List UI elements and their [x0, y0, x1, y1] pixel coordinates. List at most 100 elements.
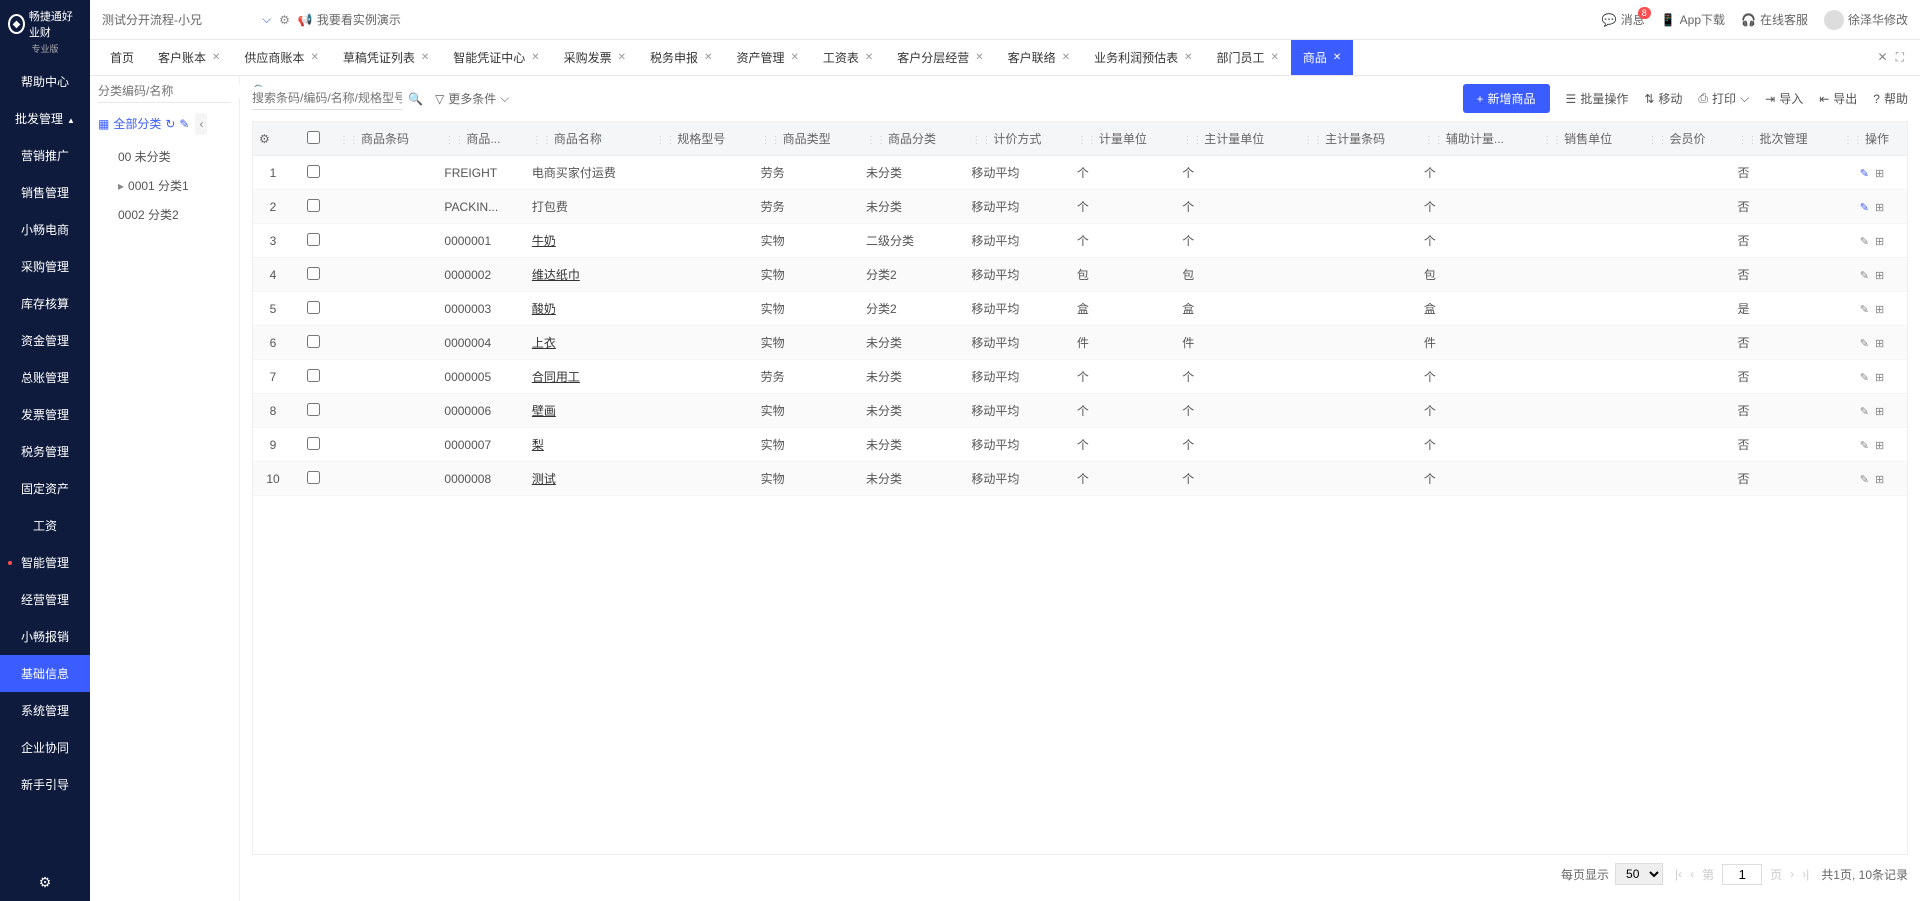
prev-page-icon[interactable]: ‹: [1690, 867, 1694, 881]
row-checkbox[interactable]: [307, 403, 320, 416]
first-page-icon[interactable]: |‹: [1675, 867, 1682, 881]
col-header-13[interactable]: ⋮⋮批次管理: [1732, 122, 1837, 156]
more-icon[interactable]: ⊞: [1875, 304, 1884, 316]
tab-close-icon[interactable]: ✕: [790, 52, 798, 63]
category-node-1[interactable]: 0001 分类1: [98, 171, 231, 200]
edit-icon[interactable]: ✎: [1860, 168, 1869, 180]
print-button[interactable]: ⎙ 打印 ⌵: [1698, 90, 1749, 107]
edit-icon[interactable]: ✎: [1860, 202, 1869, 214]
more-icon[interactable]: ⊞: [1875, 270, 1884, 282]
col-header-6[interactable]: ⋮⋮计价方式: [965, 122, 1070, 156]
more-icon[interactable]: ⊞: [1875, 236, 1884, 248]
nav-item-13[interactable]: 智能管理: [0, 544, 90, 581]
nav-item-15[interactable]: 小畅报销: [0, 618, 90, 655]
col-header-9[interactable]: ⋮⋮主计量条码: [1297, 122, 1418, 156]
flow-selector[interactable]: 测试分开流程-小兄 ⌵: [102, 11, 271, 28]
last-page-icon[interactable]: ›|: [1802, 867, 1809, 881]
more-icon[interactable]: ⊞: [1875, 338, 1884, 350]
more-icon[interactable]: ⊞: [1875, 372, 1884, 384]
tab-7[interactable]: 资产管理✕: [724, 40, 810, 75]
next-page-icon[interactable]: ›: [1790, 867, 1794, 881]
col-header-10[interactable]: ⋮⋮辅助计量...: [1418, 122, 1536, 156]
nav-item-19[interactable]: 新手引导: [0, 766, 90, 803]
cell-name[interactable]: 壁画: [526, 394, 649, 428]
more-icon[interactable]: ⊞: [1875, 202, 1884, 214]
nav-item-17[interactable]: 系统管理: [0, 692, 90, 729]
search-icon[interactable]: 🔍: [408, 92, 423, 106]
nav-item-10[interactable]: 税务管理: [0, 433, 90, 470]
nav-item-14[interactable]: 经营管理: [0, 581, 90, 618]
more-icon[interactable]: ⊞: [1875, 168, 1884, 180]
nav-item-18[interactable]: 企业协同: [0, 729, 90, 766]
cell-name[interactable]: 维达纸巾: [526, 258, 649, 292]
tab-9[interactable]: 客户分层经营✕: [885, 40, 995, 75]
row-checkbox[interactable]: [307, 199, 320, 212]
category-node-0[interactable]: 00 未分类: [98, 142, 231, 171]
tab-1[interactable]: 客户账本✕: [146, 40, 232, 75]
messages-button[interactable]: 💬 消息 8: [1602, 11, 1645, 28]
row-checkbox[interactable]: [307, 369, 320, 382]
row-checkbox[interactable]: [307, 335, 320, 348]
nav-item-2[interactable]: 营销推广: [0, 137, 90, 174]
tab-close-icon[interactable]: ✕: [1333, 52, 1341, 63]
tab-12[interactable]: 部门员工✕: [1204, 40, 1290, 75]
col-header-3[interactable]: ⋮⋮规格型号: [649, 122, 754, 156]
row-checkbox[interactable]: [307, 471, 320, 484]
category-search-input[interactable]: [98, 84, 253, 98]
row-checkbox[interactable]: [307, 165, 320, 178]
col-header-11[interactable]: ⋮⋮销售单位: [1536, 122, 1641, 156]
edit-icon[interactable]: ✎: [1860, 440, 1869, 452]
row-checkbox[interactable]: [307, 301, 320, 314]
close-tab-icon[interactable]: ✕: [1878, 50, 1888, 65]
edit-category-icon[interactable]: ✎: [179, 117, 189, 131]
nav-item-5[interactable]: 采购管理: [0, 248, 90, 285]
settings-icon[interactable]: ⚙: [0, 864, 90, 901]
category-all[interactable]: ▦ 全部分类 ↻ ✎: [98, 111, 189, 136]
cell-name[interactable]: 合同用工: [526, 360, 649, 394]
tab-close-icon[interactable]: ✕: [1184, 52, 1192, 63]
edit-icon[interactable]: ✎: [1860, 304, 1869, 316]
col-header-12[interactable]: ⋮⋮会员价: [1642, 122, 1732, 156]
tab-close-icon[interactable]: ✕: [1062, 52, 1070, 63]
col-header-5[interactable]: ⋮⋮商品分类: [860, 122, 965, 156]
tab-8[interactable]: 工资表✕: [811, 40, 885, 75]
demo-link[interactable]: 📢 我要看实例演示: [298, 11, 401, 28]
edit-icon[interactable]: ✎: [1860, 372, 1869, 384]
move-button[interactable]: ⇅ 移动: [1644, 90, 1682, 107]
col-header-1[interactable]: ⋮⋮商品...: [438, 122, 525, 156]
tab-5[interactable]: 采购发票✕: [552, 40, 638, 75]
service-button[interactable]: 🎧 在线客服: [1741, 11, 1808, 28]
flow-settings-icon[interactable]: ⚙: [279, 13, 290, 27]
download-button[interactable]: 📱 App下载: [1661, 11, 1725, 28]
tab-4[interactable]: 智能凭证中心✕: [441, 40, 551, 75]
column-settings-icon[interactable]: ⚙: [253, 122, 293, 156]
nav-item-11[interactable]: 固定资产: [0, 470, 90, 507]
tab-close-icon[interactable]: ✕: [531, 52, 539, 63]
nav-item-6[interactable]: 库存核算: [0, 285, 90, 322]
import-button[interactable]: ⇥ 导入: [1765, 90, 1803, 107]
col-header-14[interactable]: ⋮⋮操作: [1837, 122, 1907, 156]
nav-item-8[interactable]: 总账管理: [0, 359, 90, 396]
tab-close-icon[interactable]: ✕: [704, 52, 712, 63]
nav-item-1[interactable]: 批发管理: [0, 100, 90, 137]
col-header-0[interactable]: ⋮⋮商品条码: [333, 122, 438, 156]
refresh-icon[interactable]: ↻: [165, 117, 175, 131]
product-search-input[interactable]: [252, 87, 402, 110]
row-checkbox[interactable]: [307, 437, 320, 450]
col-header-7[interactable]: ⋮⋮计量单位: [1071, 122, 1176, 156]
tab-close-icon[interactable]: ✕: [1271, 52, 1279, 63]
page-size-select[interactable]: 50: [1615, 863, 1663, 885]
add-product-button[interactable]: + 新增商品: [1463, 84, 1550, 113]
row-checkbox[interactable]: [307, 267, 320, 280]
cell-name[interactable]: 牛奶: [526, 224, 649, 258]
batch-ops-button[interactable]: ☰ 批量操作: [1566, 90, 1629, 107]
more-filters-button[interactable]: ▽ 更多条件 ⌵: [435, 90, 509, 107]
export-button[interactable]: ⇤ 导出: [1819, 90, 1857, 107]
nav-item-4[interactable]: 小畅电商: [0, 211, 90, 248]
col-header-2[interactable]: ⋮⋮商品名称: [526, 122, 649, 156]
tab-close-icon[interactable]: ✕: [865, 52, 873, 63]
tab-close-icon[interactable]: ✕: [618, 52, 626, 63]
help-button[interactable]: ? 帮助: [1873, 90, 1908, 107]
cell-name[interactable]: 测试: [526, 462, 649, 496]
edit-icon[interactable]: ✎: [1860, 236, 1869, 248]
